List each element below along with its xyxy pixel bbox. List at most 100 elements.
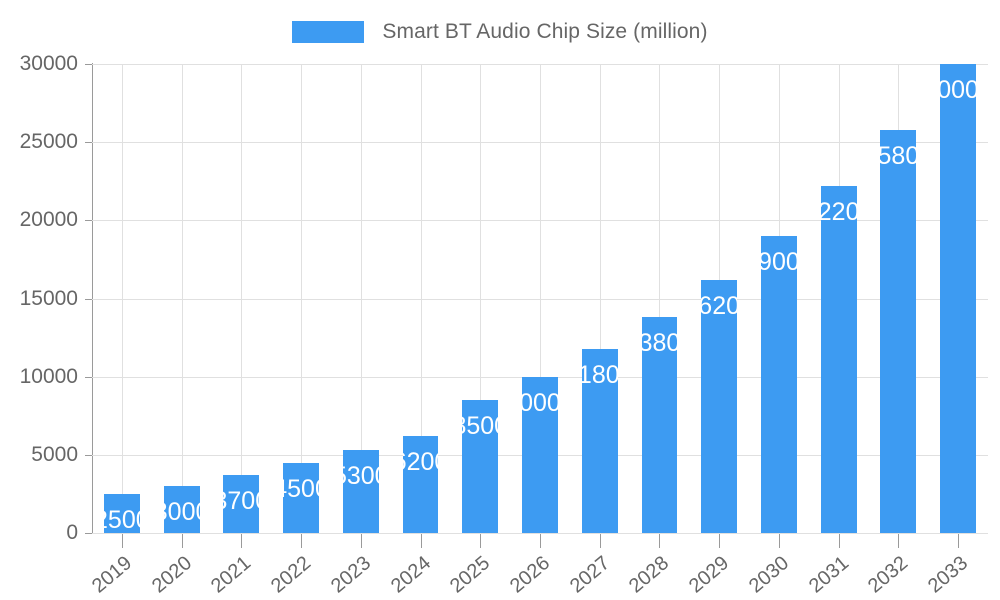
bar[interactable]: 13800	[641, 317, 678, 533]
bar-value-label: 8500	[462, 412, 498, 441]
x-axis-tick-label: 2019	[87, 552, 137, 598]
gridline-vertical	[182, 64, 183, 533]
x-axis-tick-mark	[898, 534, 899, 548]
x-axis-tick-label: 2020	[147, 552, 196, 598]
bar-slot: 4500	[283, 64, 319, 533]
bar-slot: 11800	[581, 64, 618, 533]
gridline-vertical	[301, 64, 302, 533]
x-axis-tick-label: 2027	[565, 552, 614, 598]
bar-value-label: 3700	[223, 487, 259, 516]
legend-item[interactable]: Smart BT Audio Chip Size (million)	[292, 20, 707, 44]
y-axis-tick-label: 30000	[19, 52, 78, 75]
x-axis-tick-mark	[421, 534, 422, 548]
bar-slot: 6200	[402, 64, 439, 533]
y-axis-tick-label: 0	[66, 521, 78, 544]
legend-label: Smart BT Audio Chip Size (million)	[382, 20, 708, 43]
bar-value-label: 2500	[104, 505, 140, 533]
x-axis-tick-label: 2024	[386, 552, 435, 598]
x-axis-tick-mark	[600, 534, 601, 548]
gridline-vertical	[659, 64, 660, 533]
bar-value-label: 13800	[641, 329, 678, 358]
bar-slot: 3000	[163, 64, 200, 533]
bar-value-label: 19000	[761, 247, 797, 276]
y-axis-tick-label: 10000	[19, 364, 78, 388]
bar[interactable]: 11800	[581, 348, 618, 533]
bar-value-label: 6200	[403, 448, 439, 477]
chart-legend: Smart BT Audio Chip Size (million)	[0, 14, 1000, 50]
bar[interactable]: 3000	[163, 486, 200, 533]
x-axis-tick-mark	[779, 534, 780, 548]
bar-slot: 8500	[462, 64, 499, 533]
bar[interactable]: 25800	[880, 129, 917, 533]
gridline-vertical	[122, 64, 123, 533]
x-axis-tick-mark	[719, 534, 720, 548]
y-axis-tick-label: 20000	[19, 208, 78, 232]
x-axis-tick-label: 2028	[625, 552, 674, 598]
bar[interactable]: 4500	[283, 462, 319, 533]
bar[interactable]: 22200	[820, 185, 857, 533]
bar[interactable]: 6200	[402, 436, 439, 533]
x-axis-tick-label: 2029	[685, 552, 734, 598]
bar-slot: 13800	[641, 64, 678, 533]
legend-color-swatch	[292, 21, 365, 43]
x-axis-tick-mark	[839, 534, 840, 548]
bar[interactable]: 30000	[940, 64, 977, 533]
bar-value-label: 22200	[820, 197, 857, 226]
x-axis-tick-mark	[182, 534, 183, 548]
bar-slot: 22200	[820, 64, 857, 533]
x-axis-tick-mark	[301, 534, 302, 548]
gridline-vertical	[540, 64, 541, 533]
gridline-vertical	[480, 64, 481, 533]
x-axis-tick-mark	[958, 534, 959, 548]
x-axis-tick-label: 2026	[505, 552, 555, 598]
y-axis-tick-mark	[85, 298, 92, 300]
y-axis-tick-mark	[85, 376, 92, 378]
bar-slot: 2500	[103, 64, 140, 533]
x-axis-tick-mark	[361, 534, 362, 548]
x-axis-tick-label: 2021	[207, 552, 256, 598]
gridline-vertical	[421, 64, 422, 533]
bar-slot: 25800	[880, 64, 917, 533]
x-axis-tick-mark	[540, 534, 541, 548]
bar[interactable]: 2500	[103, 493, 140, 533]
x-axis-tick-label: 2022	[266, 552, 316, 598]
plot-area: 2500 3000 3700 4500 5300 6200 8500 10000 11800 13…	[92, 64, 988, 534]
bar[interactable]: 16200	[701, 279, 738, 533]
x-axis-tick-label: 2031	[804, 552, 853, 598]
bar-slot: 30000	[940, 64, 977, 533]
x-axis-tick-mark	[480, 534, 481, 548]
bar-value-label: 11800	[581, 360, 618, 389]
y-axis-tick-mark	[85, 533, 92, 534]
bar-slot: 16200	[701, 64, 738, 533]
y-axis-tick-label: 25000	[19, 130, 78, 154]
bar-value-label: 5300	[343, 462, 379, 491]
bar[interactable]: 19000	[761, 235, 797, 533]
bar-slot: 5300	[342, 64, 379, 533]
y-axis-tick-mark	[85, 64, 92, 65]
bar[interactable]: 3700	[223, 475, 260, 533]
x-axis-tick-mark	[122, 534, 123, 548]
x-axis-tick-mark	[659, 534, 660, 548]
bar-value-label: 10000	[522, 388, 558, 417]
gridline-vertical	[241, 64, 242, 533]
bar-slot: 10000	[522, 64, 558, 533]
gridline	[92, 533, 988, 534]
bar-slot: 3700	[223, 64, 260, 533]
bar-value-label: 16200	[701, 291, 738, 320]
bar[interactable]: 5300	[342, 450, 379, 533]
gridline-vertical	[600, 64, 601, 533]
bar[interactable]: 8500	[462, 400, 499, 533]
x-axis-tick-label: 2032	[864, 552, 913, 598]
x-axis-tick-mark	[241, 534, 242, 548]
y-axis-tick-mark	[85, 220, 92, 222]
bar-value-label: 25800	[880, 141, 917, 170]
y-axis-tick-mark	[85, 454, 92, 456]
x-axis-tick-label: 2033	[924, 552, 973, 598]
x-axis-tick-label: 2023	[326, 552, 375, 598]
x-axis-tick-label: 2025	[446, 552, 495, 598]
bar-value-label: 4500	[283, 474, 319, 503]
bar[interactable]: 10000	[522, 376, 558, 533]
y-axis-tick-label: 15000	[19, 286, 78, 310]
bar-slot: 19000	[761, 64, 797, 533]
